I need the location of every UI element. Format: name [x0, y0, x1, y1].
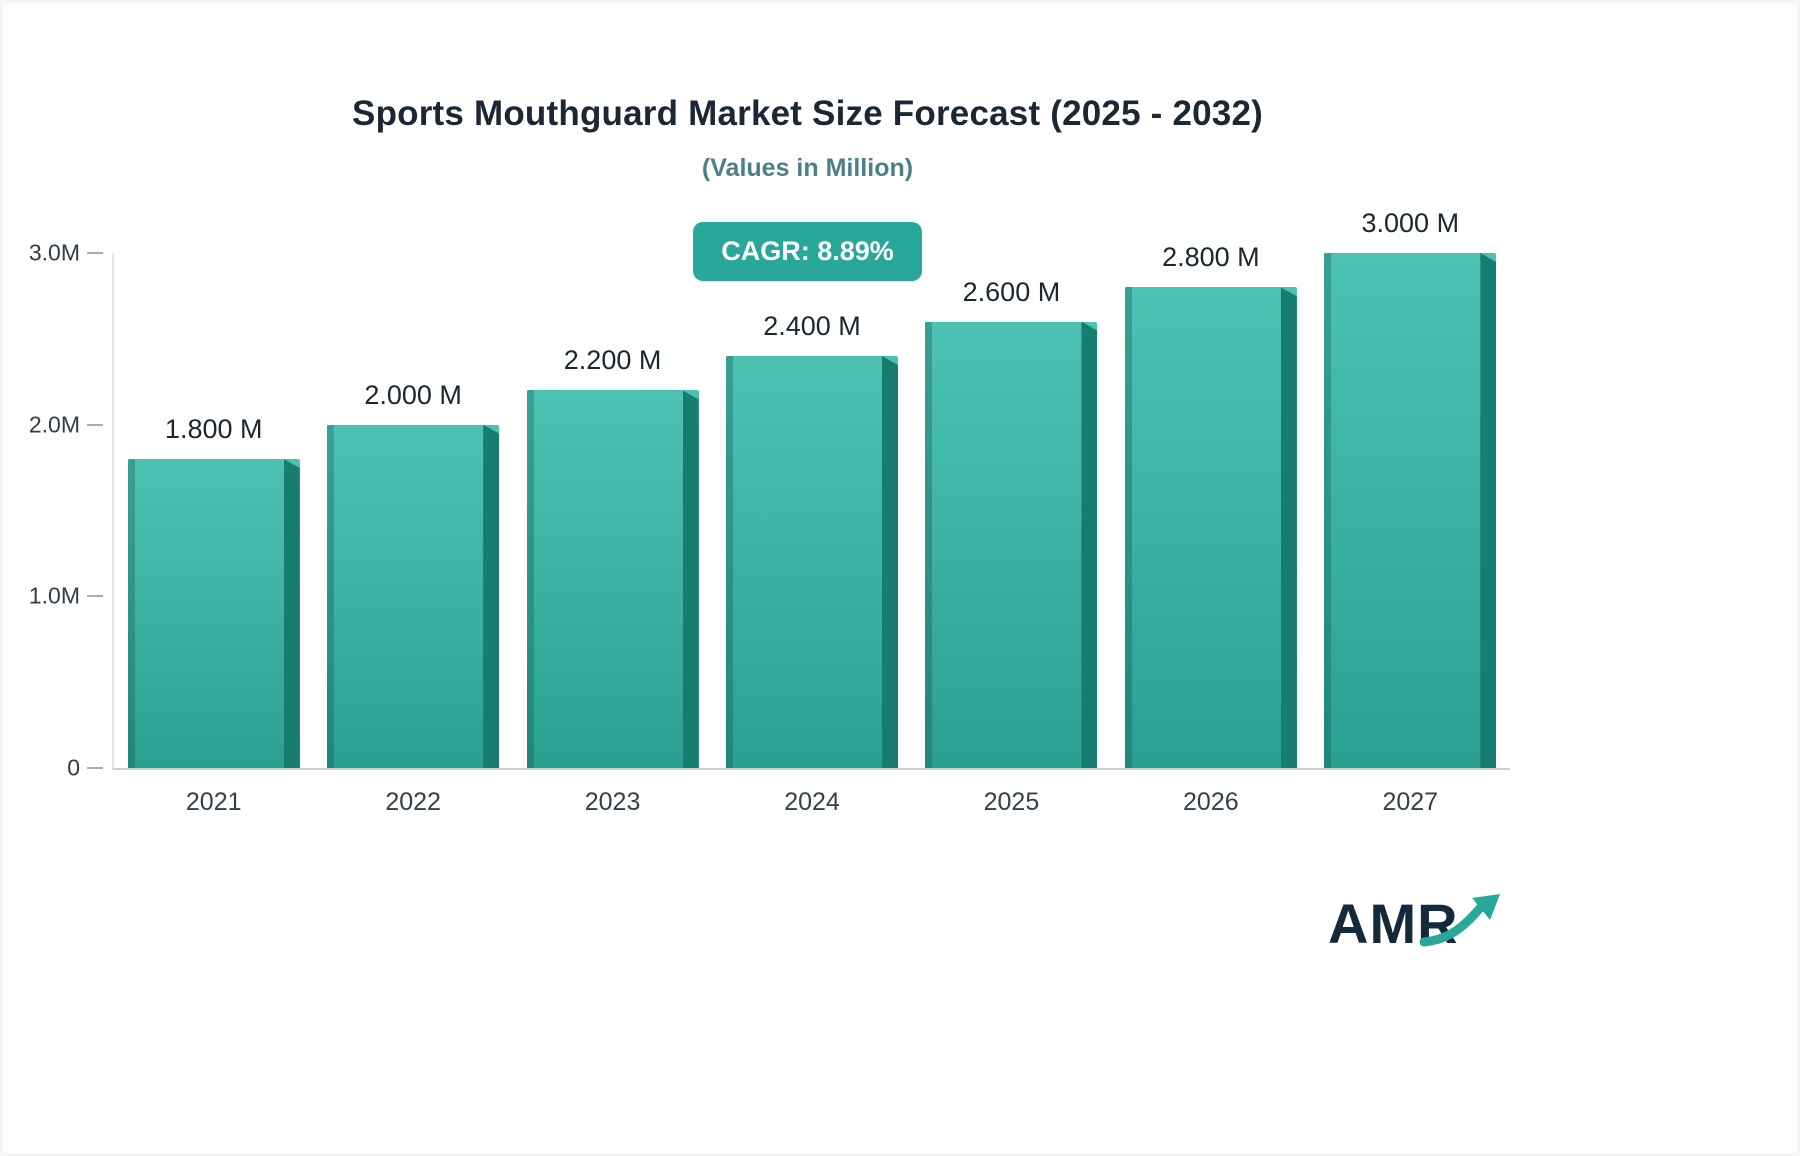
- bar-value-label: 2.800 M: [1162, 242, 1260, 273]
- bar-value-label: 2.600 M: [962, 276, 1061, 307]
- bar-left-edge: [327, 424, 335, 768]
- bar-left-edge: [1124, 287, 1132, 768]
- bar-value-label: 2.200 M: [563, 345, 662, 376]
- amr-logo: AMR: [1328, 894, 1503, 952]
- chart-header: Sports Mouthguard Market Size Forecast (…: [0, 94, 1615, 183]
- y-axis-tick-mark: [87, 767, 103, 769]
- bar-side-face: [1280, 287, 1297, 768]
- bar-side-face: [1081, 321, 1098, 768]
- y-axis-tick-label: 1.0M: [28, 582, 80, 609]
- y-axis-tick-mark: [87, 595, 103, 598]
- chart-subtitle: (Values in Million): [701, 154, 914, 182]
- y-axis-tick-label: 2.0M: [28, 411, 80, 438]
- x-axis-label: 2025: [983, 788, 1040, 816]
- bar-value-label: 2.400 M: [763, 311, 861, 341]
- bar-left-edge: [1324, 253, 1332, 768]
- bar-2022: [327, 424, 500, 768]
- bar-value-label: 3.000 M: [1361, 208, 1460, 238]
- bar-side-face: [483, 424, 500, 768]
- bar-side-face: [882, 356, 898, 768]
- bar-left-edge: [925, 321, 933, 768]
- cagr-badge-row: CAGR: 8.89%: [0, 222, 1615, 281]
- bar-side-face: [1480, 253, 1497, 768]
- cagr-badge: CAGR: 8.89%: [693, 222, 922, 281]
- bar-left-edge: [526, 390, 534, 768]
- x-axis-label: 2021: [185, 788, 242, 816]
- bar-value-label: 1.800 M: [164, 414, 263, 444]
- bar-left-edge: [127, 459, 135, 768]
- bar-side-face: [682, 390, 699, 768]
- x-axis-label: 2026: [1183, 788, 1239, 816]
- plot-area: 0 1.0M 2.0M 3.0M 1.800 M 2021 2.000 M 2022 2.200…: [29, 208, 1510, 816]
- bar-2024: [726, 356, 898, 768]
- bar-left-edge: [726, 356, 733, 768]
- x-axis-label: 2024: [784, 788, 840, 816]
- chart-title: Sports Mouthguard Market Size Forecast (…: [352, 94, 1263, 133]
- y-axis-tick-label: 0: [67, 754, 80, 781]
- growth-arrow-icon: [1419, 894, 1500, 947]
- bar-2023: [526, 390, 699, 768]
- y-axis-tick-mark: [87, 252, 103, 254]
- x-axis-label: 2027: [1382, 788, 1439, 816]
- x-axis-label: 2022: [385, 788, 441, 816]
- bar-2025: [925, 321, 1098, 768]
- x-axis-label: 2023: [584, 788, 641, 816]
- bar-2027: [1324, 253, 1497, 768]
- bar-value-label: 2.000 M: [364, 379, 462, 410]
- bar-2021: [127, 459, 300, 768]
- bar-2026: [1124, 287, 1297, 768]
- y-axis-tick-mark: [87, 423, 103, 426]
- y-axis-tick-label: 3.0M: [28, 239, 80, 266]
- bar-side-face: [283, 459, 300, 768]
